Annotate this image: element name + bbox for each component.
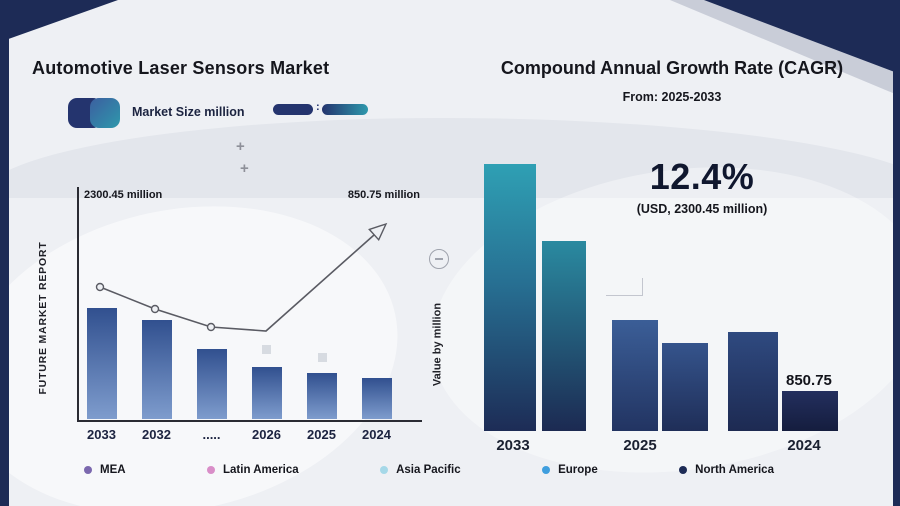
cagr-bar-chart <box>455 150 885 431</box>
x-label-2025: 2025 <box>307 427 336 442</box>
bar-2025 <box>306 373 337 419</box>
trend-line <box>95 222 388 332</box>
bar-cell <box>294 189 349 419</box>
x-label-2032: 2032 <box>142 427 171 442</box>
bar-2026 <box>251 367 282 419</box>
x-label-2026: 2026 <box>252 427 281 442</box>
legend-label: Europe <box>558 464 598 476</box>
legend-label: Latin America <box>223 464 299 476</box>
bar-cell <box>349 189 404 419</box>
legend-dot <box>679 466 688 474</box>
bar-2024 <box>361 378 392 419</box>
bar-2033-primary <box>484 164 536 431</box>
bar-2025-primary <box>612 320 658 431</box>
left-x-axis-labels: 2033 2032 ..... 2026 2025 2024 <box>74 427 404 442</box>
right-edge-bar <box>893 0 900 506</box>
legend-pill-navy <box>273 104 313 115</box>
legend-item-north-america: North America <box>679 464 774 476</box>
legend-dot <box>207 466 215 474</box>
legend-label: North America <box>695 464 774 476</box>
market-size-legend-label: Market Size million <box>132 105 245 119</box>
bar-2033 <box>86 308 117 419</box>
legend-item-mea: MEA <box>84 464 126 476</box>
square-decor-icon <box>262 345 271 354</box>
legend-dot <box>84 466 92 474</box>
page-title-left: Automotive Laser Sensors Market <box>32 58 330 78</box>
cagr-caption: (USD, 2300.45 million) <box>636 202 768 216</box>
x-label-2033: 2033 <box>87 427 116 442</box>
right-chart-side-label: Value by million <box>431 302 444 387</box>
x-label-2024: 2024 <box>787 437 821 454</box>
cagr-value: 12.4% <box>649 156 755 197</box>
plus-icon: + <box>236 138 245 155</box>
corner-bracket-decor <box>606 278 643 296</box>
circle-dash-icon <box>429 249 449 269</box>
bar-2024-secondary <box>782 391 838 431</box>
legend-item-asia-pacific: Asia Pacific <box>380 464 461 476</box>
x-label-2024: 2024 <box>362 427 391 442</box>
left-chart-end-value: 850.75 million <box>347 189 420 201</box>
legend-pill-gradient <box>322 104 368 115</box>
bar-cell <box>129 189 184 419</box>
legend-dot <box>542 466 551 474</box>
market-size-icon <box>68 96 126 130</box>
page-title-right: Compound Annual Growth Rate (CAGR) <box>500 58 844 78</box>
market-size-icon-front <box>90 98 120 128</box>
legend-item-europe: Europe <box>542 464 598 476</box>
legend-item-latin-america: Latin America <box>207 464 299 476</box>
bar-cell <box>74 189 129 419</box>
bar-2033-secondary <box>542 241 586 431</box>
legend-colon: : <box>316 101 320 113</box>
bar-cell <box>239 189 294 419</box>
cagr-subtitle: From: 2025-2033 <box>622 90 722 104</box>
bar-2032 <box>141 320 172 419</box>
bar-mid <box>196 349 227 419</box>
x-label-2025: 2025 <box>623 437 657 454</box>
market-size-bar-chart <box>74 189 404 419</box>
bar-2024-primary <box>728 332 778 431</box>
value-annotation: 850.75 <box>786 372 832 389</box>
bar-cell <box>184 189 239 419</box>
square-decor-icon <box>318 353 327 362</box>
left-chart-axes <box>77 187 422 422</box>
corner-triangle-top-left <box>0 0 118 42</box>
legend-label: MEA <box>100 464 126 476</box>
left-chart-side-label: FUTURE MARKET REPORT <box>37 241 49 395</box>
left-chart-start-value: 2300.45 million <box>84 189 163 201</box>
x-label-2033: 2033 <box>496 437 530 454</box>
x-label-dots: ..... <box>202 427 221 442</box>
legend-dot <box>380 466 389 474</box>
plus-icon: + <box>240 160 249 177</box>
legend-label: Asia Pacific <box>396 464 461 476</box>
bar-2025-secondary <box>662 343 708 431</box>
region-legend: MEA Latin America Asia Pacific Europe No… <box>84 464 774 476</box>
left-edge-bar <box>0 0 9 506</box>
